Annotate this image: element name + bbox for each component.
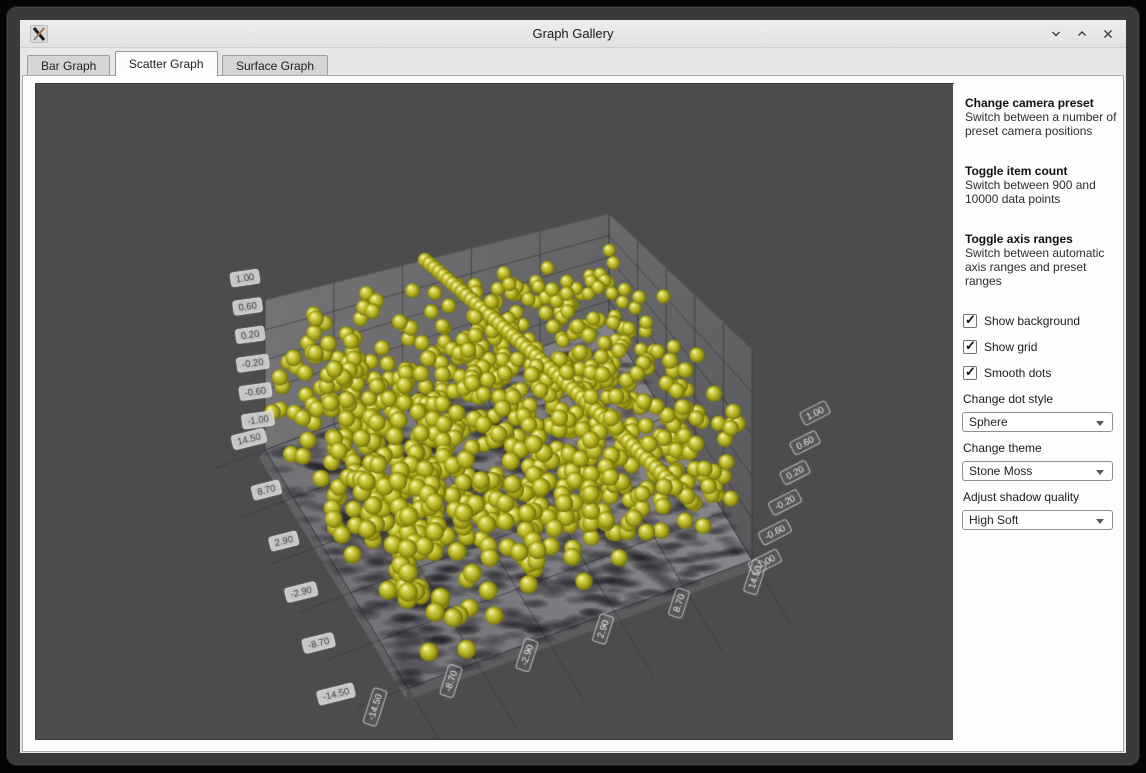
window-controls [1048, 20, 1116, 48]
command-button-title: Toggle item count [965, 164, 1068, 178]
smooth-dots-checkbox[interactable]: ✓ Smooth dots [963, 364, 1123, 380]
show-background-checkbox[interactable]: ✓ Show background [963, 312, 1123, 328]
checkmark-icon: ✓ [965, 312, 976, 327]
app-surface: Graph Gallery [20, 20, 1126, 753]
window-title: Graph Gallery [532, 26, 614, 41]
side-panel: Change camera preset Switch between a nu… [953, 84, 1123, 747]
combo-arrow-icon [1096, 421, 1104, 426]
checkbox-box: ✓ [963, 312, 977, 328]
checkmark-icon: ✓ [965, 364, 976, 379]
dot-style-select[interactable]: Sphere [962, 412, 1113, 432]
combo-value: Sphere [969, 415, 1008, 429]
window: Graph Gallery [6, 6, 1140, 766]
chevron-up-icon [1078, 31, 1086, 36]
close-button[interactable] [1100, 26, 1116, 42]
theme-select[interactable]: Stone Moss [962, 461, 1113, 481]
command-button-description: Switch between 900 and 10000 data points [965, 178, 1096, 206]
combo-value: Stone Moss [969, 464, 1033, 478]
checkbox-box: ✓ [963, 364, 977, 380]
app-icon [30, 25, 48, 43]
command-button-title: Toggle axis ranges [965, 232, 1073, 246]
tab-bar: Bar Graph Scatter Graph Surface Graph [20, 48, 1126, 76]
checkbox-label: Show background [984, 314, 1081, 328]
combo-arrow-icon [1096, 519, 1104, 524]
x11-logo-icon [32, 27, 46, 41]
minimize-button[interactable] [1048, 26, 1064, 42]
toggle-axis-ranges-button[interactable]: Toggle axis ranges Switch between automa… [965, 232, 1117, 288]
shadow-quality-label: Adjust shadow quality [963, 490, 1080, 504]
combo-value: High Soft [969, 513, 1019, 527]
theme-label: Change theme [963, 441, 1042, 455]
toggle-item-count-button[interactable]: Toggle item count Switch between 900 and… [965, 164, 1117, 206]
checkbox-label: Show grid [984, 340, 1038, 354]
change-camera-preset-button[interactable]: Change camera preset Switch between a nu… [965, 96, 1117, 138]
command-button-description: Switch between automatic axis ranges and… [965, 246, 1105, 288]
show-grid-checkbox[interactable]: ✓ Show grid [963, 338, 1123, 354]
maximize-button[interactable] [1074, 26, 1090, 42]
shadow-quality-select[interactable]: High Soft [962, 510, 1113, 530]
tab-pane: Change camera preset Switch between a nu… [22, 75, 1124, 752]
scatter-3d-chart[interactable] [35, 83, 954, 740]
tab-surface-graph[interactable]: Surface Graph [221, 55, 329, 76]
dot-style-label: Change dot style [963, 392, 1054, 406]
command-button-description: Switch between a number of preset camera… [965, 110, 1117, 138]
titlebar[interactable]: Graph Gallery [20, 20, 1126, 48]
tab-bar-graph[interactable]: Bar Graph [27, 55, 111, 76]
tab-scatter-graph[interactable]: Scatter Graph [114, 51, 218, 76]
command-button-title: Change camera preset [965, 96, 1094, 110]
checkmark-icon: ✓ [965, 338, 976, 353]
close-icon [1104, 30, 1112, 38]
combo-arrow-icon [1096, 470, 1104, 475]
checkbox-label: Smooth dots [984, 366, 1052, 380]
chevron-down-icon [1052, 31, 1060, 37]
checkbox-box: ✓ [963, 338, 977, 354]
